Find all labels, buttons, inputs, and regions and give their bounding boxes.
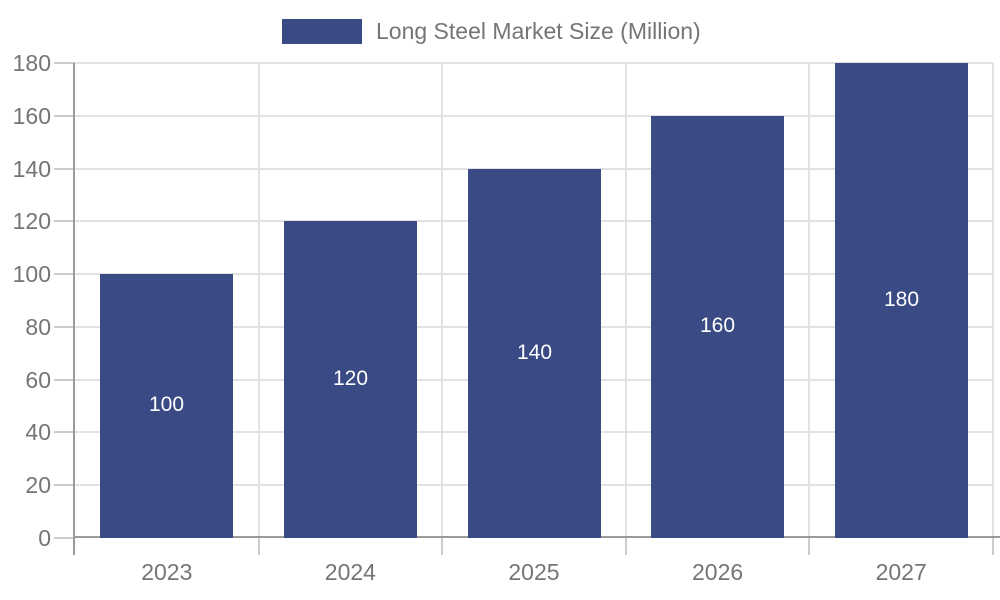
- y-axis-label: 100: [12, 261, 51, 288]
- y-axis-label: 120: [12, 208, 51, 235]
- x-axis-label: 2027: [875, 559, 927, 585]
- y-axis-label: 80: [25, 313, 51, 340]
- gridline-vertical: [257, 63, 260, 538]
- y-axis-tick: [54, 325, 75, 328]
- y-axis-label: 140: [12, 155, 51, 182]
- x-axis-tick: [992, 538, 994, 555]
- gridline-vertical: [808, 63, 811, 538]
- bar-2023[interactable]: 100: [100, 274, 233, 538]
- gridline-vertical: [992, 63, 994, 538]
- bar-2024[interactable]: 120: [284, 221, 417, 538]
- legend-swatch: [282, 19, 362, 44]
- bar-2026[interactable]: 160: [651, 116, 784, 538]
- y-axis-line: [73, 63, 75, 555]
- x-axis-tick: [624, 538, 627, 555]
- y-axis-label: 0: [38, 525, 51, 551]
- bar-value-label: 120: [332, 366, 369, 390]
- gridline-vertical: [441, 63, 444, 538]
- x-axis-label: 2024: [324, 559, 376, 585]
- y-axis-label: 20: [25, 472, 51, 499]
- bar-value-label: 140: [516, 340, 553, 364]
- x-axis-tick: [257, 538, 260, 555]
- bar-value-label: 160: [699, 314, 736, 337]
- x-axis-label: 2025: [508, 559, 560, 585]
- y-axis-tick: [54, 484, 75, 487]
- x-axis-tick: [808, 538, 811, 555]
- y-axis-tick: [54, 273, 75, 276]
- bar-2027[interactable]: 180: [835, 63, 968, 538]
- y-axis-tick: [54, 62, 75, 64]
- bar-value-label: 100: [148, 393, 185, 416]
- y-axis-label: 160: [12, 102, 51, 129]
- y-axis-tick: [54, 167, 75, 170]
- y-axis-label: 40: [25, 419, 51, 446]
- gridline-vertical: [624, 63, 627, 538]
- bar-2025[interactable]: 140: [468, 169, 601, 538]
- y-axis-label: 180: [12, 50, 51, 76]
- y-axis-tick: [54, 378, 75, 381]
- y-axis-tick: [54, 220, 75, 223]
- x-axis-label: 2026: [692, 559, 744, 585]
- x-axis-tick: [441, 538, 444, 555]
- y-axis-tick: [54, 431, 75, 434]
- y-axis-tick: [54, 537, 75, 539]
- legend[interactable]: Long Steel Market Size (Million): [282, 18, 701, 45]
- y-axis-label: 60: [25, 366, 51, 393]
- x-axis-label: 2023: [141, 559, 193, 585]
- plot-area: 0 20 40 60 80 100 120 140 160 180 100 2023 120 2024 14…: [13, 50, 1000, 585]
- y-axis-tick: [54, 114, 75, 117]
- legend-label: Long Steel Market Size (Million): [376, 18, 701, 44]
- bar-value-label: 180: [883, 287, 920, 311]
